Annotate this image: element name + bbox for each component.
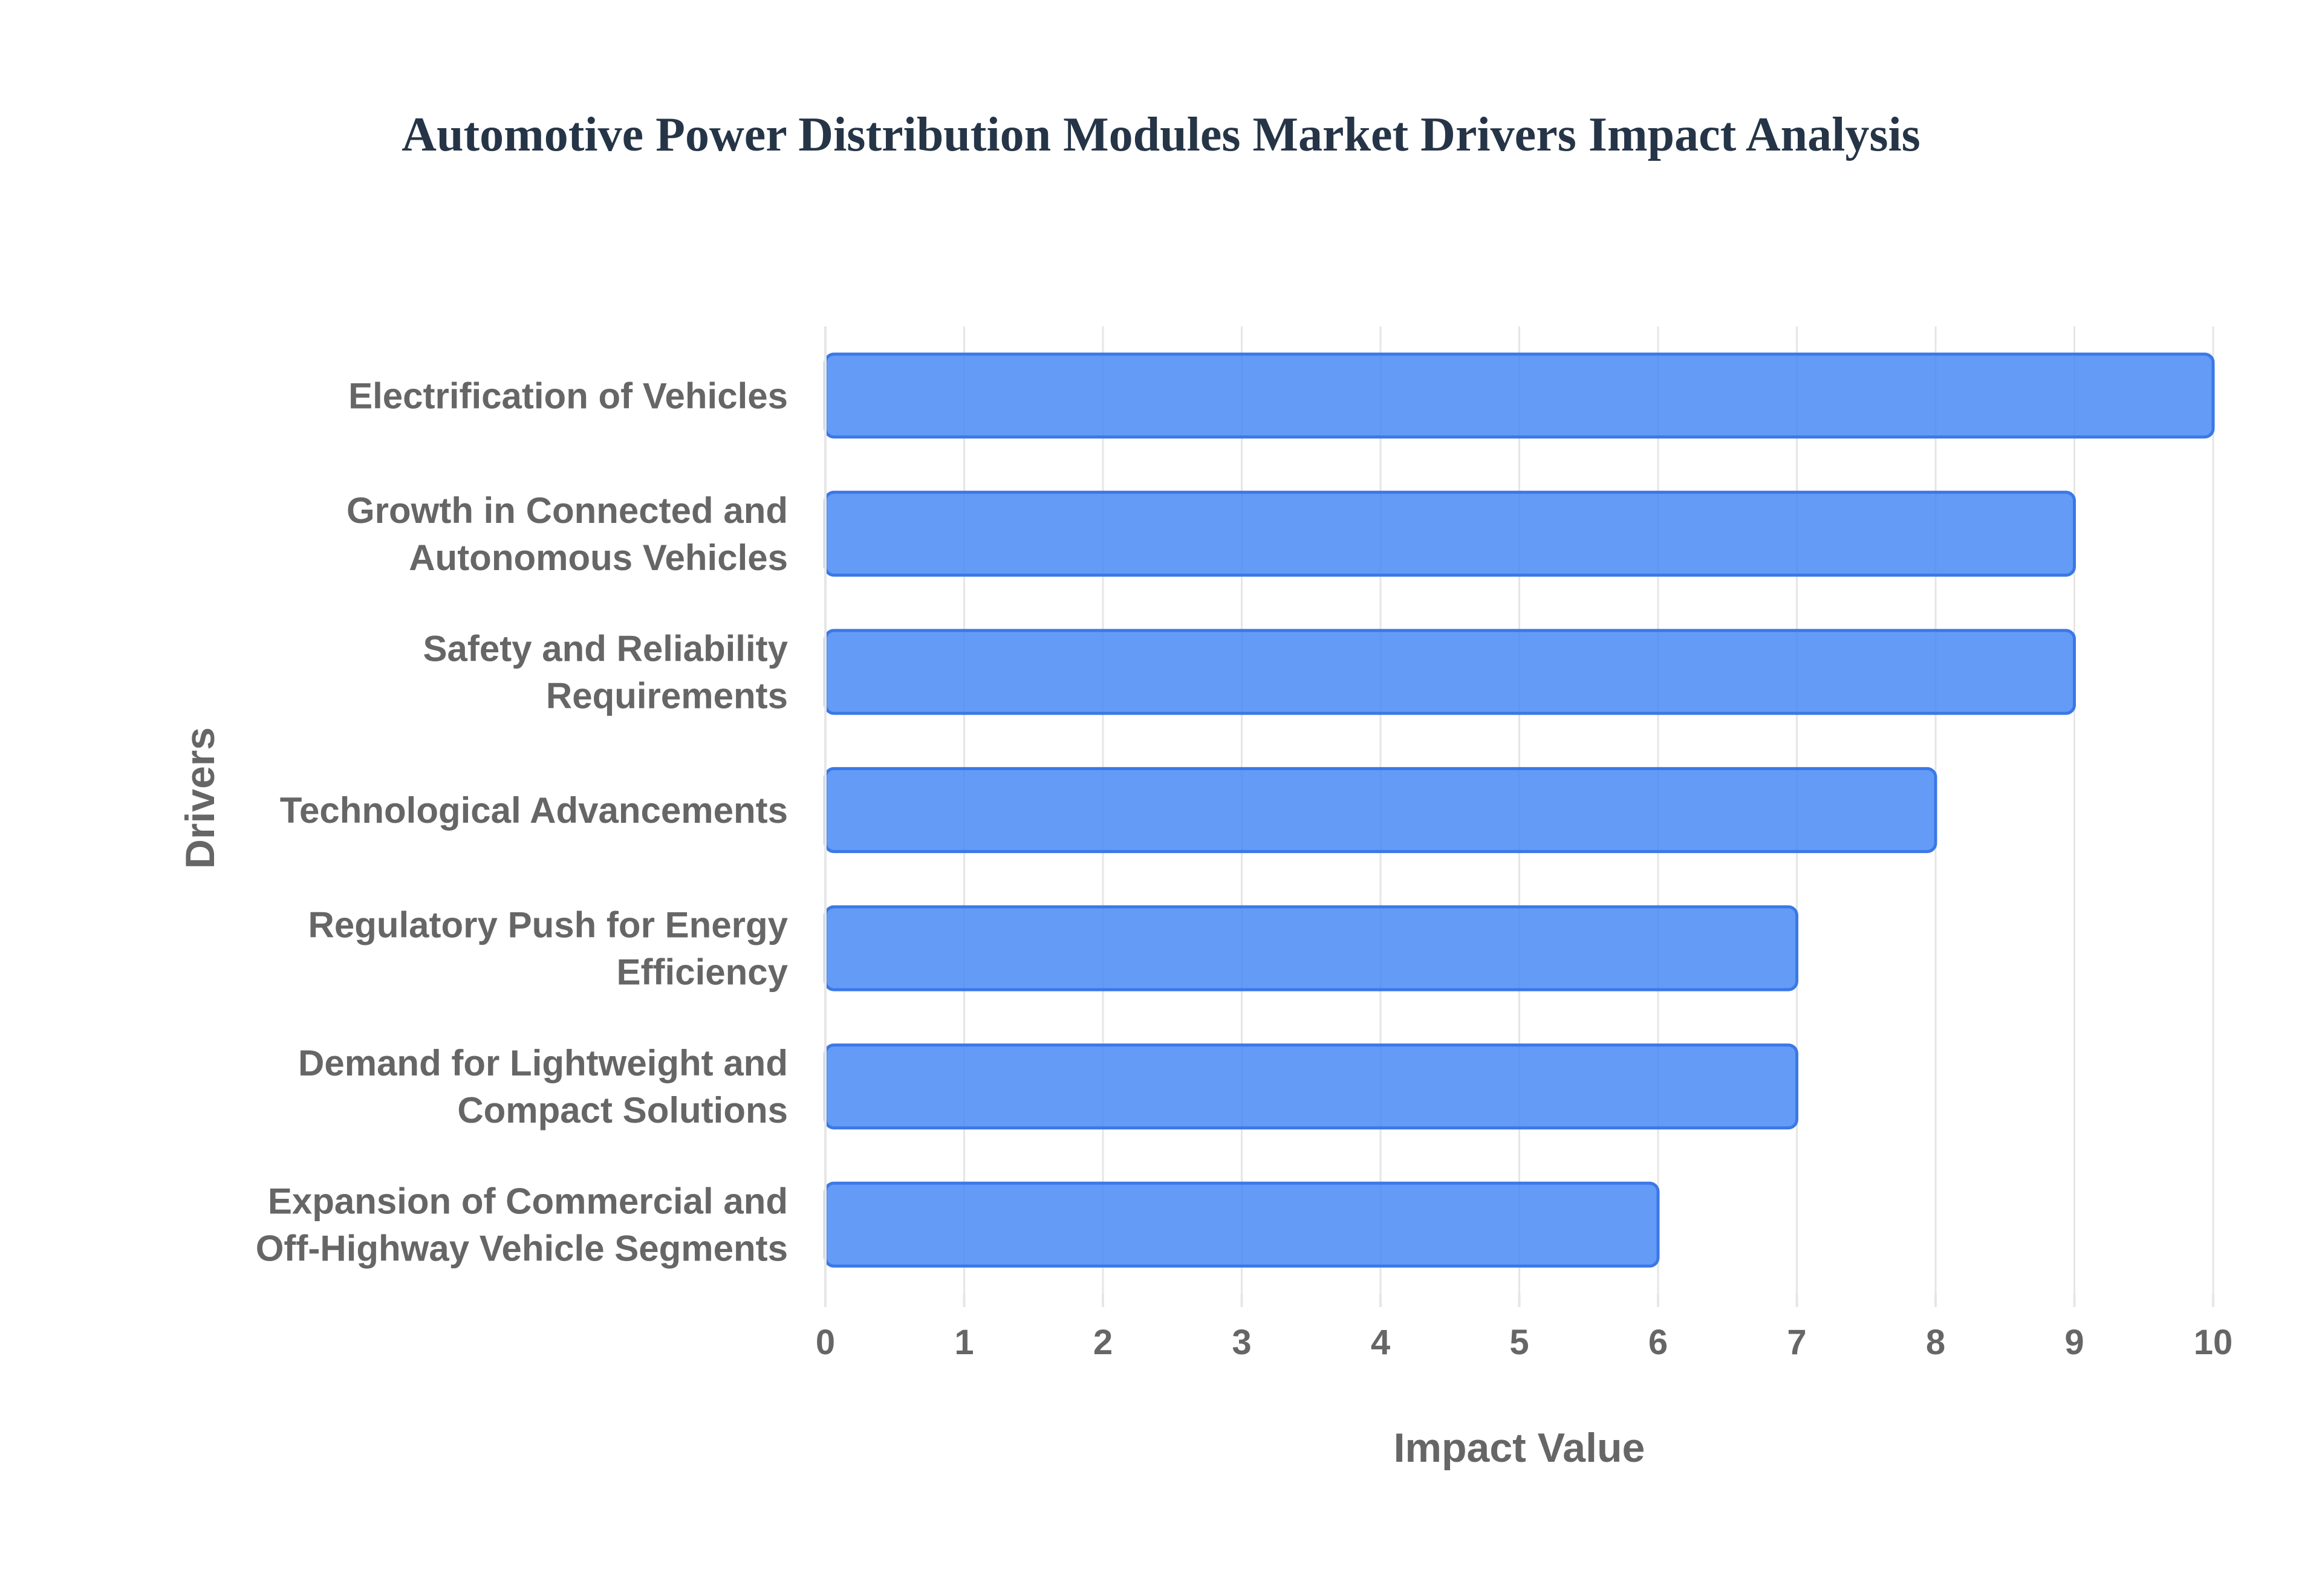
x-tick-label: 9 (2064, 1323, 2084, 1362)
category-label-line: Technological Advancements (280, 790, 788, 831)
x-tick-label: 4 (1371, 1323, 1390, 1362)
x-tick-label: 8 (1926, 1323, 1945, 1362)
bar (824, 905, 1798, 991)
bar (824, 1043, 1798, 1130)
x-axis-title: Impact Value (1394, 1425, 1645, 1471)
category-label: Regulatory Push for Energy Efficiency (308, 905, 789, 993)
category-label-line: Expansion of Commercial and (268, 1181, 788, 1222)
category-label-line: Efficiency (617, 952, 789, 993)
x-tick-label: 2 (1093, 1323, 1113, 1362)
bar (824, 767, 1937, 854)
x-tick-label: 0 (816, 1323, 835, 1362)
category-label: Growth in Connected and Autonomous Vehicl… (346, 490, 788, 578)
x-tick-label: 3 (1232, 1323, 1251, 1362)
category-label: Safety and Reliability Requirements (423, 628, 788, 716)
category-label-line: Safety and Reliability (423, 628, 788, 669)
category-label: Demand for Lightweight and Compact Soluti… (298, 1043, 788, 1130)
x-tick-label: 10 (2194, 1323, 2233, 1362)
category-label-line: Off-Highway Vehicle Segments (256, 1228, 788, 1269)
category-label-line: Growth in Connected and (346, 490, 788, 531)
chart-title: Automotive Power Distribution Modules Ma… (402, 108, 1920, 161)
bar-layer (824, 352, 2215, 1268)
category-label: Electrification of Vehicles (348, 375, 788, 416)
y-axis-title: Drivers (177, 727, 223, 869)
x-tick-label: 1 (954, 1323, 974, 1362)
category-label-line: Regulatory Push for Energy (308, 905, 789, 946)
bar (824, 1181, 1660, 1268)
x-tick-label: 5 (1509, 1323, 1529, 1362)
label-layer: Electrification of Vehicles Growth in Con… (256, 375, 789, 1268)
category-label-line: Autonomous Vehicles (409, 537, 788, 578)
category-label-line: Requirements (546, 675, 788, 716)
category-label: Technological Advancements (280, 790, 788, 831)
category-label-line: Electrification of Vehicles (348, 375, 788, 416)
x-tick-label: 7 (1787, 1323, 1806, 1362)
bar (824, 352, 2215, 439)
bar (824, 490, 2076, 577)
category-label: Expansion of Commercial and Off-Highway V… (256, 1181, 788, 1269)
category-label-line: Demand for Lightweight and (298, 1043, 788, 1083)
x-tick-label: 6 (1648, 1323, 1668, 1362)
category-label-line: Compact Solutions (457, 1090, 788, 1130)
axis-layer: 0 1 2 3 4 5 6 7 8 9 10 (816, 326, 2233, 1362)
bar (824, 629, 2076, 715)
